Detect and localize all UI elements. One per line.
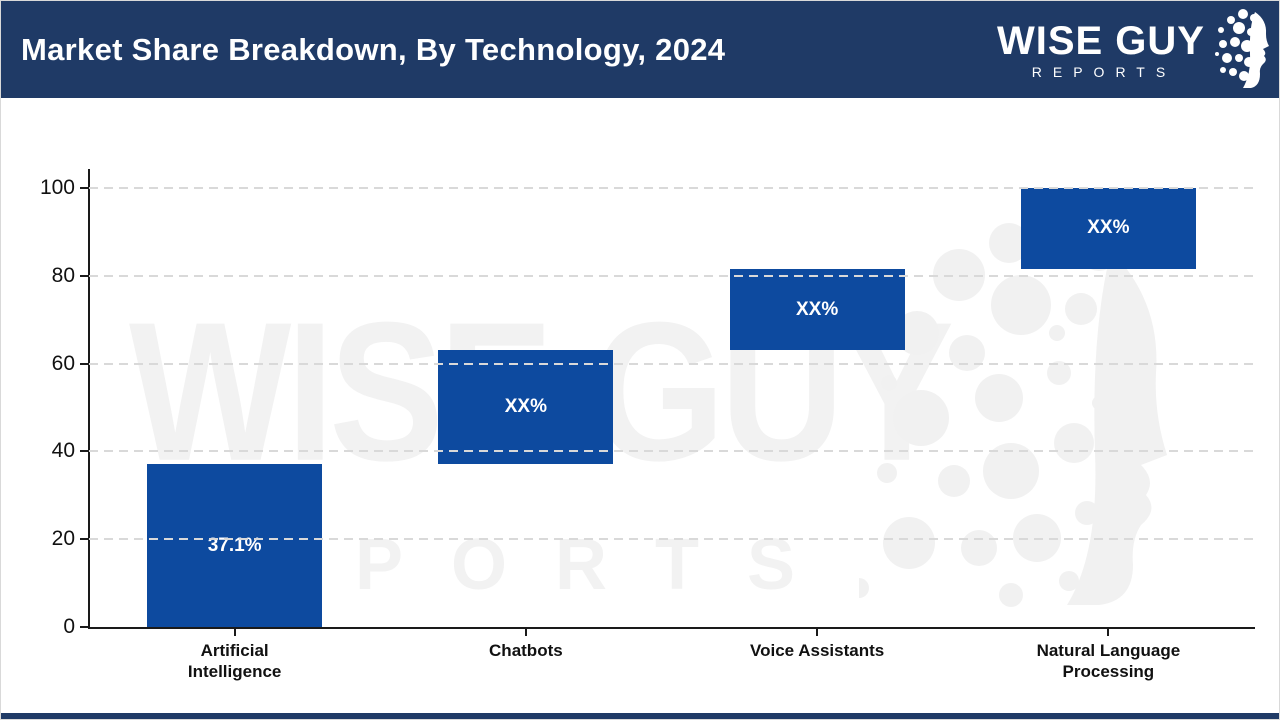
brand-subname: REPORTS <box>1031 63 1177 80</box>
y-tick-label-20: 20 <box>51 527 75 551</box>
x-axis-tick-chatbots <box>524 629 527 636</box>
y-axis-tick-100 <box>80 187 88 189</box>
x-axis-line <box>88 627 1255 629</box>
x-tick-label-line: Intelligence <box>187 662 282 682</box>
y-tick-label-0: 0 <box>63 615 75 638</box>
gridline-80 <box>89 274 1254 277</box>
brand-name: WISE GUY <box>996 18 1205 63</box>
y-axis-tick-0 <box>80 626 88 628</box>
brand-logo: WISE GUY REPORTS <box>997 7 1271 93</box>
bar-voice-assistants: XX% <box>729 268 905 351</box>
x-axis-tick-artificial-intelligence <box>233 629 236 636</box>
bar-value-label-chatbots: XX% <box>504 396 547 418</box>
y-axis-tick-20 <box>80 538 88 541</box>
y-axis-line <box>88 169 90 629</box>
bar-chatbots: XX% <box>438 350 614 465</box>
y-tick-label-80: 80 <box>51 263 75 287</box>
y-axis-tick-80 <box>80 274 88 277</box>
y-axis-tick-60 <box>80 362 88 365</box>
footer-band <box>1 713 1279 719</box>
page-title: Market Share Breakdown, By Technology, 2… <box>21 31 726 67</box>
bar-artificial-intelligence: 37.1% <box>147 464 323 627</box>
gridline-100 <box>89 187 1254 189</box>
x-tick-label-line: Chatbots <box>489 641 563 660</box>
x-tick-label-artificial-intelligence: Artificial Intelligence <box>115 640 355 683</box>
gridline-20 <box>89 538 1254 541</box>
x-axis-tick-voice-assistants <box>816 629 819 636</box>
x-tick-label-voice-assistants: Voice Assistants <box>697 640 937 661</box>
x-tick-label-line: Voice Assistants <box>750 641 885 660</box>
bar-natural-language-processing: XX% <box>1020 188 1196 269</box>
gridline-40 <box>89 450 1254 453</box>
bar-value-label-natural-language-processing: XX% <box>1087 217 1130 239</box>
header-band: Market Share Breakdown, By Technology, 2… <box>1 1 1279 98</box>
y-tick-label-60: 60 <box>51 351 75 375</box>
x-tick-label-line: Natural Language <box>1036 641 1181 660</box>
x-tick-label-chatbots: Chatbots <box>406 640 646 661</box>
x-axis-tick-natural-language-processing <box>1107 629 1110 636</box>
x-tick-label-line: Processing <box>1062 662 1155 682</box>
y-axis-tick-40 <box>80 450 88 453</box>
brand-logo-text: WISE GUY REPORTS <box>997 21 1205 80</box>
y-tick-label-40: 40 <box>51 439 75 463</box>
x-tick-label-line: Artificial <box>200 641 269 660</box>
gridline-60 <box>89 362 1254 365</box>
x-tick-label-natural-language-processing: Natural Language Processing <box>988 640 1228 683</box>
y-tick-label-100: 100 <box>39 176 75 199</box>
bar-value-label-voice-assistants: XX% <box>796 298 839 320</box>
brand-head-icon <box>1215 9 1269 88</box>
